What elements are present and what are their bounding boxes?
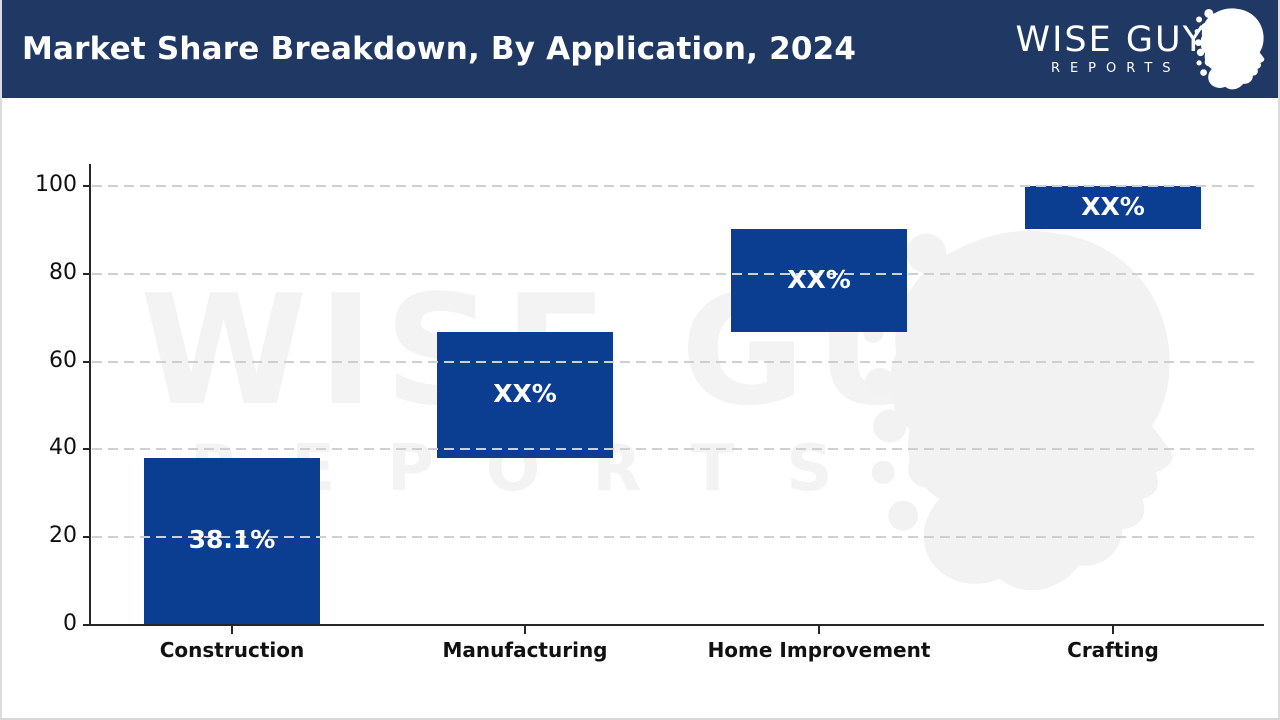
bar-value-label-manufacturing: XX% [493, 379, 557, 408]
bar-value-label-home-improvement: XX% [787, 265, 851, 294]
gridline-y80 [92, 273, 1254, 275]
page-title: Market Share Breakdown, By Application, … [22, 31, 857, 67]
header-bar: Market Share Breakdown, By Application, … [2, 0, 1278, 98]
bar-value-label-crafting: XX% [1081, 192, 1145, 221]
category-label-construction: Construction [159, 638, 305, 662]
y-axis-tick-40 [83, 448, 90, 450]
category-label-manufacturing: Manufacturing [442, 638, 608, 662]
bar-crafting [1025, 186, 1201, 229]
bar-value-label-construction: 38.1% [188, 525, 276, 554]
y-axis-line [89, 164, 91, 626]
bar-construction [144, 458, 320, 625]
x-axis-tick-construction [231, 626, 233, 634]
y-axis-tick-0 [83, 624, 90, 626]
category-label-crafting: Crafting [1067, 638, 1159, 662]
y-axis-tick-label-20: 20 [49, 523, 77, 548]
y-axis-tick-label-100: 100 [35, 172, 77, 197]
y-axis-tick-label-0: 0 [63, 611, 77, 636]
x-axis-tick-crafting [1112, 626, 1114, 634]
x-axis-tick-manufacturing [524, 626, 526, 634]
gridline-y100 [92, 185, 1254, 187]
gridline-y60 [92, 361, 1254, 363]
x-axis-tick-home-improvement [818, 626, 820, 634]
y-axis-tick-20 [83, 536, 90, 538]
y-axis-tick-60 [83, 361, 90, 363]
brand-subname: REPORTS [1050, 60, 1181, 76]
gridline-y20 [92, 536, 1254, 538]
category-label-home-improvement: Home Improvement [707, 638, 931, 662]
y-axis-tick-label-80: 80 [49, 260, 77, 285]
dotted-head-icon [1194, 8, 1265, 90]
gridline-y40 [92, 448, 1254, 450]
brand-logo: WISE GUY REPORTS [1015, 6, 1268, 92]
bar-manufacturing [437, 332, 613, 458]
brand-name: WISE GUY [1015, 20, 1206, 61]
y-axis-tick-80 [83, 273, 90, 275]
y-axis-tick-100 [83, 185, 90, 187]
x-axis-line [89, 624, 1264, 626]
y-axis-tick-label-60: 60 [49, 348, 77, 373]
y-axis-tick-label-40: 40 [49, 435, 77, 460]
brand-logo-text: WISE GUY REPORTS [1015, 22, 1206, 76]
